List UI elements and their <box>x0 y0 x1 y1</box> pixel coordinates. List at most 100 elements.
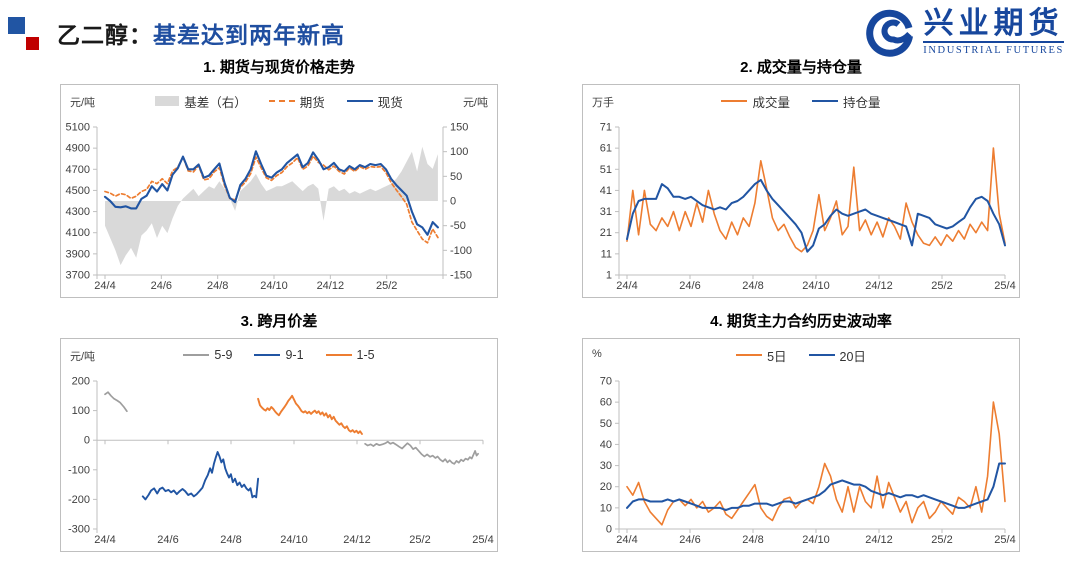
svg-text:-100: -100 <box>68 464 90 476</box>
svg-text:100: 100 <box>450 146 468 158</box>
page-title: 乙二醇：基差达到两年新高 <box>57 16 345 50</box>
header-red-square <box>26 37 39 50</box>
svg-text:60: 60 <box>600 397 612 409</box>
legend-item: 5日 <box>736 346 787 365</box>
svg-text:100: 100 <box>72 405 90 417</box>
svg-text:51: 51 <box>600 164 612 176</box>
legend-item: 基差（右） <box>155 92 247 111</box>
svg-text:24/4: 24/4 <box>94 534 115 546</box>
chart-legend: % 5日 20日 <box>583 339 1019 371</box>
svg-text:31: 31 <box>600 206 612 218</box>
svg-text:70: 70 <box>600 376 612 388</box>
legend-label: 20日 <box>839 349 866 364</box>
legend-swatch <box>325 354 352 356</box>
svg-text:4500: 4500 <box>66 185 90 197</box>
svg-text:24/6: 24/6 <box>679 534 700 546</box>
svg-text:3900: 3900 <box>66 248 90 260</box>
legend-swatch <box>183 354 210 356</box>
logo-company-name-en: INDUSTRIAL FUTURES <box>923 41 1064 56</box>
legend-item: 1-5 <box>325 348 375 362</box>
chart-title-volume-oi: 2. 成交量与持仓量 <box>740 59 862 76</box>
svg-text:30: 30 <box>600 460 612 472</box>
header-blue-square <box>8 17 25 34</box>
legend-item: 成交量 <box>721 92 790 111</box>
svg-text:24/8: 24/8 <box>207 280 228 292</box>
svg-text:4700: 4700 <box>66 164 90 176</box>
chart-title-volatility: 4. 期货主力合约历史波动率 <box>710 313 892 330</box>
svg-text:-100: -100 <box>450 245 472 257</box>
svg-text:24/6: 24/6 <box>157 534 178 546</box>
legend-label: 期货 <box>299 95 325 110</box>
legend-item: 20日 <box>808 346 866 365</box>
svg-text:-150: -150 <box>450 270 472 282</box>
legend-swatch <box>721 100 748 102</box>
legend-swatch <box>155 96 180 106</box>
svg-text:25/4: 25/4 <box>472 534 493 546</box>
svg-text:25/2: 25/2 <box>376 280 397 292</box>
page-title-highlight: 基差达到两年新高 <box>153 22 345 48</box>
company-logo: 兴业期货 INDUSTRIAL FUTURES <box>864 6 1064 58</box>
chart-legend: 元/吨 基差（右） 期货 现货 元/吨 <box>61 85 497 117</box>
chart-plot-area: 200 100 0 -100 -200 -300 24/4 24/6 24/8 24/10 24/1… <box>68 376 494 547</box>
legend-item: 现货 <box>346 92 403 111</box>
svg-text:11: 11 <box>601 248 612 260</box>
svg-text:3700: 3700 <box>66 270 90 282</box>
svg-text:25/2: 25/2 <box>931 280 952 292</box>
y-axis-unit-left: 元/吨 <box>70 351 96 363</box>
svg-text:0: 0 <box>450 196 456 208</box>
chart-plot-area: 5100 4900 4700 4500 4300 4100 3900 3700 150 100 50… <box>66 122 473 293</box>
legend-swatch <box>346 100 373 102</box>
legend-swatch <box>268 100 295 102</box>
chart-legend: 元/吨 5-9 9-1 1-5 <box>61 339 497 371</box>
legend-item: 9-1 <box>254 348 304 362</box>
svg-text:25/2: 25/2 <box>409 534 430 546</box>
page-title-product: 乙二醇： <box>57 22 153 48</box>
svg-text:24/12: 24/12 <box>865 534 893 546</box>
svg-text:61: 61 <box>600 143 612 155</box>
y-axis-unit-left: 元/吨 <box>70 97 96 109</box>
svg-text:24/8: 24/8 <box>742 534 763 546</box>
svg-text:24/10: 24/10 <box>802 280 830 292</box>
svg-text:150: 150 <box>450 122 468 134</box>
svg-text:50: 50 <box>600 418 612 430</box>
legend-label: 持仓量 <box>843 95 881 110</box>
svg-text:0: 0 <box>84 435 90 447</box>
svg-text:24/12: 24/12 <box>865 280 893 292</box>
svg-text:25/4: 25/4 <box>994 280 1015 292</box>
legend-label: 5-9 <box>214 348 233 362</box>
svg-text:200: 200 <box>72 376 90 388</box>
legend-label: 5日 <box>767 349 787 364</box>
svg-text:20: 20 <box>600 481 612 493</box>
svg-text:24/4: 24/4 <box>616 280 637 292</box>
svg-text:21: 21 <box>600 227 612 239</box>
svg-text:24/12: 24/12 <box>343 534 371 546</box>
legend-swatch <box>254 354 281 356</box>
svg-text:24/4: 24/4 <box>94 280 115 292</box>
svg-text:1: 1 <box>606 270 612 282</box>
svg-text:10: 10 <box>600 502 612 514</box>
svg-text:0: 0 <box>606 524 612 536</box>
chart-price-trend: 元/吨 基差（右） 期货 现货 元/吨 5100 4900 4700 4500 4300 4100 3… <box>60 84 498 298</box>
chart-volume-oi: 万手 成交量 持仓量 71 61 51 41 31 21 11 1 24/4 24/6 24/8 24/10… <box>582 84 1020 298</box>
svg-text:-300: -300 <box>68 524 90 536</box>
logo-text: 兴业期货 INDUSTRIAL FUTURES <box>923 8 1064 56</box>
chart-calendar-spread: 元/吨 5-9 9-1 1-5 200 100 0 -100 -200 -300 24/4 24/6 2… <box>60 338 498 552</box>
legend-swatch <box>808 354 835 356</box>
svg-text:5100: 5100 <box>66 122 90 134</box>
svg-text:41: 41 <box>600 185 612 197</box>
svg-text:24/10: 24/10 <box>280 534 308 546</box>
chart-volatility: % 5日 20日 70 60 50 40 30 20 10 0 24/4 24/6 24/8 24/10 24… <box>582 338 1020 552</box>
svg-text:-50: -50 <box>450 220 466 232</box>
y-axis-unit-left: % <box>592 348 602 360</box>
chart-cell-price-trend: 1. 期货与现货价格走势 元/吨 基差（右） 期货 现货 元/吨 5100 4900 4700… <box>60 56 498 298</box>
svg-text:25/2: 25/2 <box>931 534 952 546</box>
svg-text:24/4: 24/4 <box>616 534 637 546</box>
legend-item: 持仓量 <box>812 92 881 111</box>
chart-title-calendar-spread: 3. 跨月价差 <box>240 313 318 330</box>
legend-label: 成交量 <box>752 95 790 110</box>
svg-text:25/4: 25/4 <box>994 534 1015 546</box>
legend-swatch <box>812 100 838 102</box>
svg-text:50: 50 <box>450 171 462 183</box>
